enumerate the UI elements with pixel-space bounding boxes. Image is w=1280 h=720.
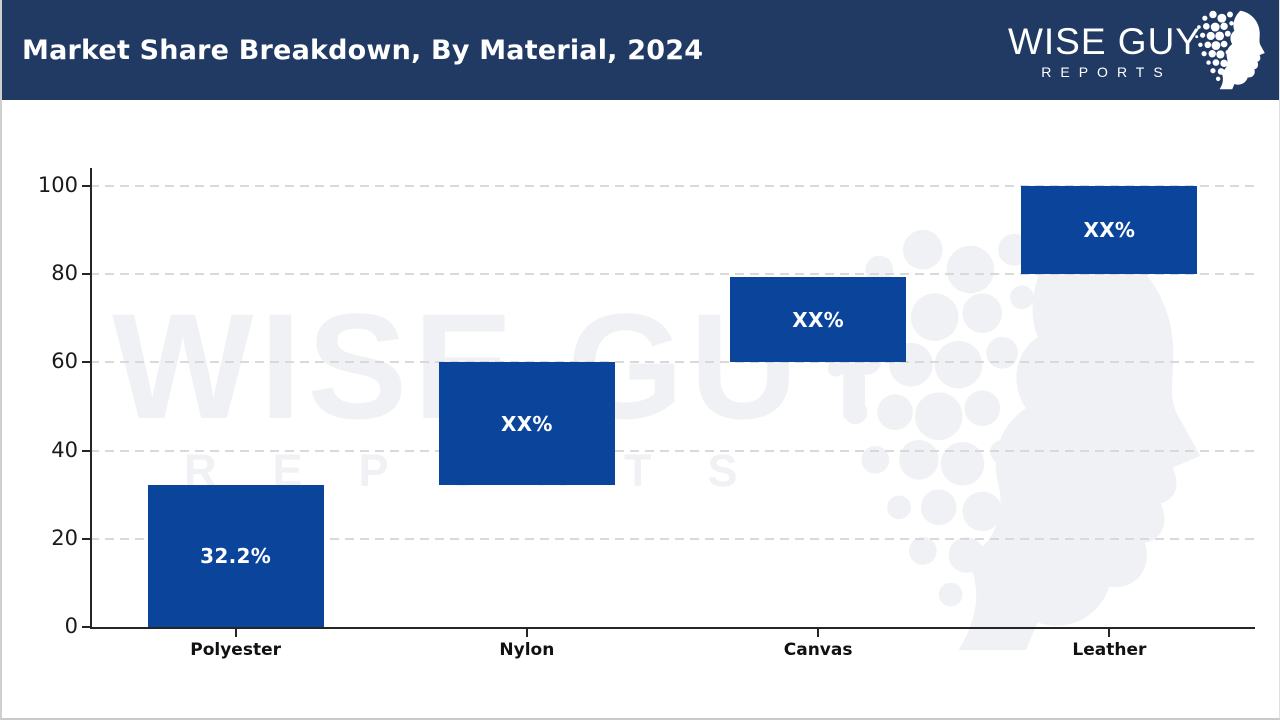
brand-logo: WISE GUY REPORTS [1008, 6, 1267, 94]
header-bar: Market Share Breakdown, By Material, 202… [2, 0, 1279, 100]
category-label: Canvas [783, 640, 853, 660]
brand-text: WISE GUY REPORTS [1008, 21, 1201, 80]
y-gridline [90, 273, 1259, 276]
y-tick-label: 0 [64, 614, 78, 638]
bar-value-label: 32.2% [200, 543, 272, 568]
brand-subtitle: REPORTS [1041, 63, 1172, 80]
x-tick [817, 629, 820, 637]
bar-nylon: XX% [438, 362, 615, 485]
bar-leather: XX% [1021, 186, 1198, 275]
y-tick-label: 20 [51, 525, 78, 550]
x-tick [1108, 629, 1111, 637]
y-tick-label: 40 [51, 437, 78, 462]
y-tick [82, 537, 90, 540]
y-tick [82, 185, 90, 187]
bar-polyester: 32.2% [147, 484, 324, 627]
y-gridline [90, 537, 1259, 540]
bar-value-label: XX% [792, 307, 845, 332]
y-tick [82, 626, 90, 628]
category-label: Leather [1072, 640, 1147, 660]
brand-name: WISE GUY [1007, 20, 1201, 62]
y-gridline [90, 449, 1259, 452]
y-tick [82, 449, 90, 452]
page-title: Market Share Breakdown, By Material, 202… [22, 34, 704, 66]
y-tick-label: 80 [51, 261, 78, 286]
y-tick-label: 100 [37, 173, 78, 197]
category-label: Nylon [499, 640, 555, 660]
category-label: Polyester [190, 640, 281, 660]
bar-value-label: XX% [1083, 218, 1136, 243]
x-tick [234, 629, 237, 637]
y-gridline [90, 361, 1259, 364]
x-tick [525, 629, 528, 637]
y-tick-label: 60 [51, 349, 78, 374]
y-tick [82, 273, 90, 276]
x-axis-line [90, 627, 1255, 629]
y-axis-line [90, 168, 92, 629]
bar-value-label: XX% [500, 411, 553, 436]
y-gridline [90, 185, 1259, 187]
bar-canvas: XX% [730, 277, 907, 363]
y-tick [82, 361, 90, 364]
